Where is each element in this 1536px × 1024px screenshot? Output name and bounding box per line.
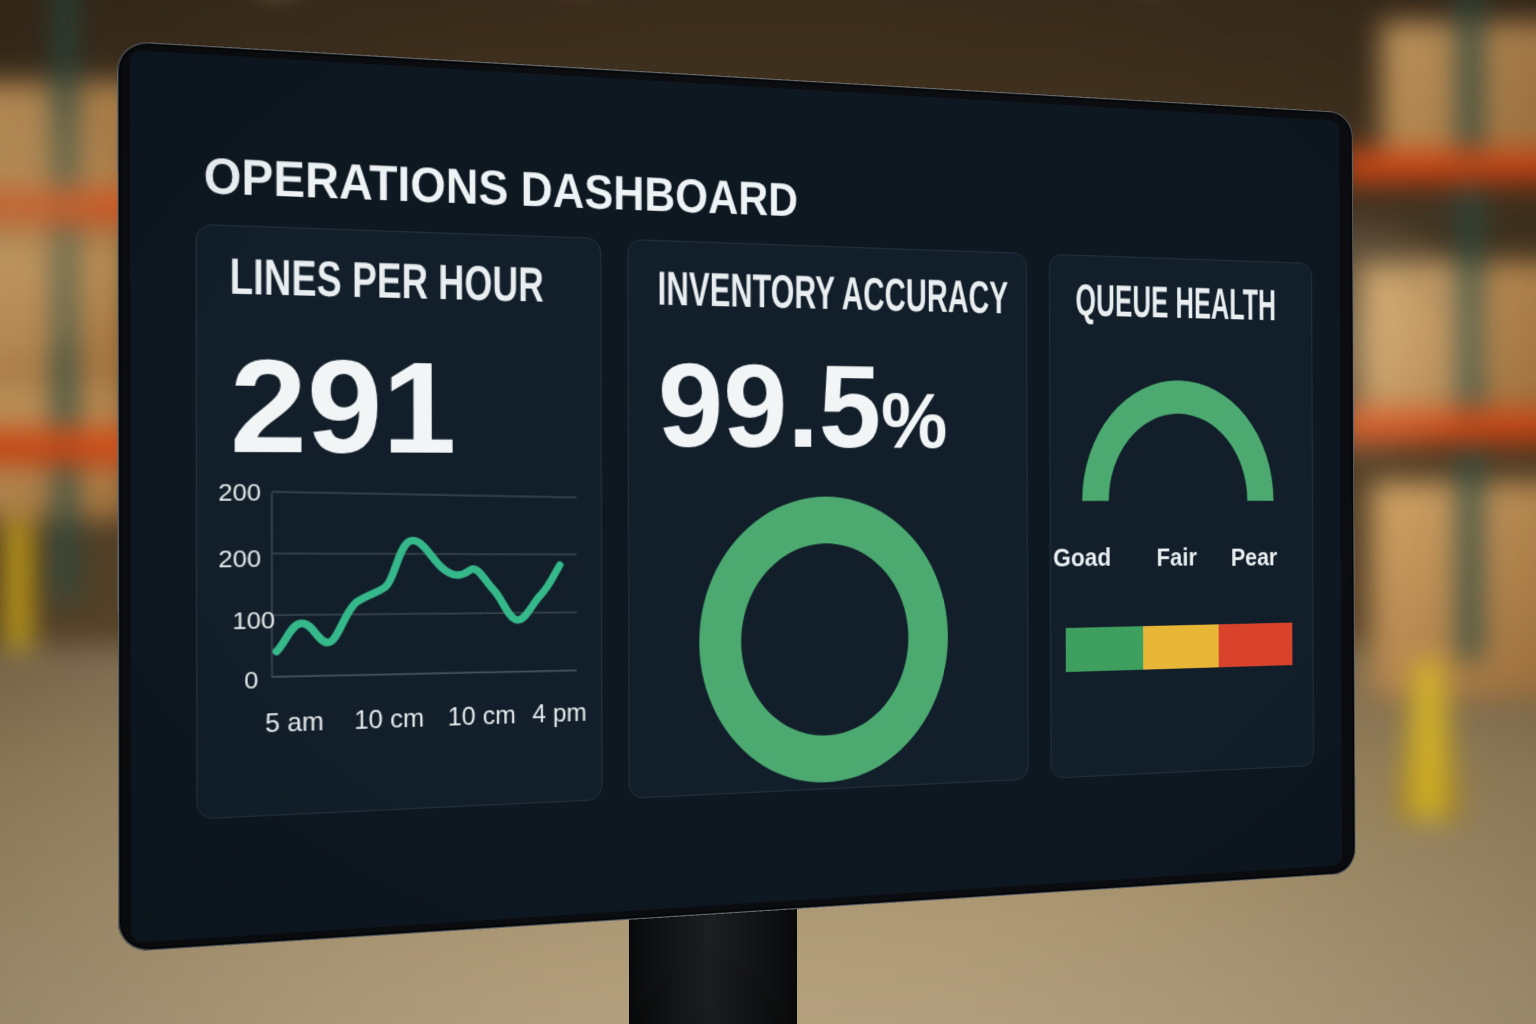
- svg-text:100: 100: [232, 608, 275, 635]
- svg-text:5 am: 5 am: [265, 708, 324, 738]
- svg-text:10 cm: 10 cm: [354, 704, 424, 734]
- svg-text:200: 200: [218, 546, 261, 573]
- svg-text:200: 200: [218, 480, 261, 507]
- svg-text:10 cm: 10 cm: [448, 701, 516, 731]
- svg-text:4 pm: 4 pm: [532, 699, 585, 728]
- svg-text:0: 0: [244, 668, 258, 695]
